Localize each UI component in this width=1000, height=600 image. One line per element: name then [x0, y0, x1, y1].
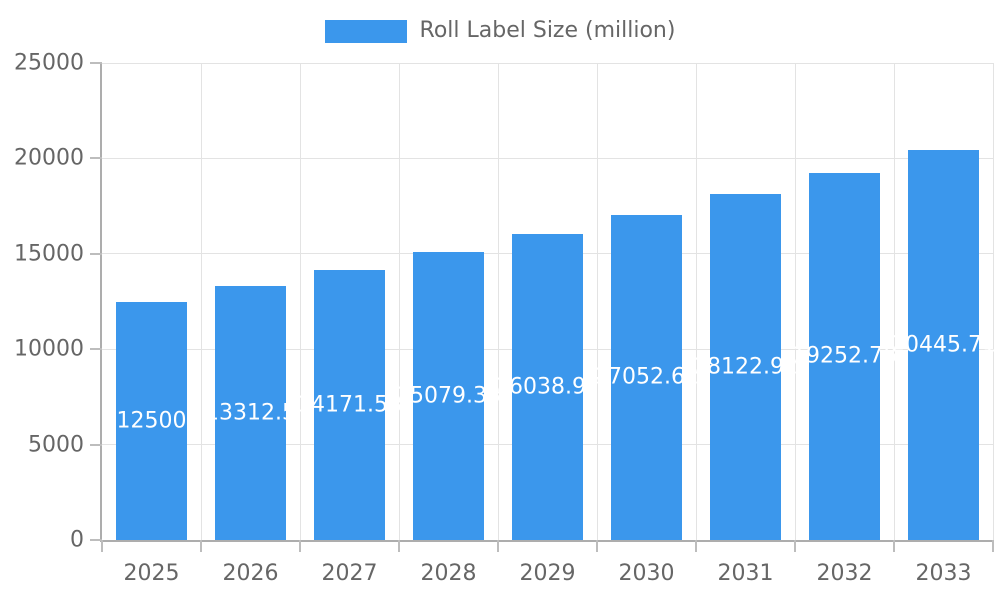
- gridline-vertical: [893, 63, 895, 540]
- bar[interactable]: [809, 172, 880, 540]
- x-tick-label: 2032: [816, 561, 873, 586]
- gridline-vertical: [695, 63, 697, 540]
- x-axis-tick: [893, 540, 895, 552]
- x-tick-label: 2030: [618, 561, 675, 586]
- gridline-vertical: [497, 63, 499, 540]
- x-tick-label: 2025: [123, 561, 180, 586]
- x-axis-tick: [398, 540, 400, 552]
- bar[interactable]: [215, 285, 286, 540]
- x-axis-tick: [497, 540, 499, 552]
- gridline-horizontal: [102, 62, 993, 64]
- bar[interactable]: [116, 301, 187, 540]
- y-axis-tick: [90, 252, 102, 255]
- y-tick-label: 5000: [28, 431, 84, 457]
- gridline-vertical: [794, 63, 796, 540]
- plot-area: [100, 63, 993, 542]
- bar[interactable]: [710, 194, 781, 540]
- gridline-horizontal: [102, 157, 993, 159]
- legend-swatch: [324, 19, 407, 43]
- x-tick-label: 2029: [519, 561, 576, 586]
- y-axis-tick: [90, 443, 102, 446]
- bar[interactable]: [314, 269, 385, 540]
- x-axis-tick: [596, 540, 598, 552]
- x-tick-label: 2031: [717, 561, 774, 586]
- x-axis-tick: [992, 540, 994, 552]
- y-axis-tick: [90, 348, 102, 351]
- x-axis-tick: [794, 540, 796, 552]
- y-tick-label: 10000: [14, 336, 84, 362]
- y-axis-tick: [90, 157, 102, 160]
- y-tick-label: 15000: [14, 241, 84, 267]
- bar[interactable]: [908, 149, 979, 540]
- bar[interactable]: [512, 233, 583, 540]
- y-axis-tick: [90, 62, 102, 64]
- y-tick-label: 25000: [14, 50, 84, 76]
- gridline-vertical: [200, 63, 202, 540]
- x-tick-label: 2027: [321, 561, 378, 586]
- gridline-vertical: [596, 63, 598, 540]
- x-axis-tick: [200, 540, 202, 552]
- x-tick-label: 2028: [420, 561, 477, 586]
- legend-label: Roll Label Size (million): [419, 18, 676, 43]
- gridline-vertical: [398, 63, 400, 540]
- x-tick-label: 2033: [915, 561, 972, 586]
- y-tick-label: 20000: [14, 145, 84, 171]
- y-tick-label: 0: [70, 527, 84, 553]
- bar[interactable]: [413, 252, 484, 540]
- x-tick-label: 2026: [222, 561, 279, 586]
- gridline-vertical: [992, 63, 994, 540]
- x-axis-tick: [695, 540, 697, 552]
- x-axis-tick: [101, 540, 103, 552]
- x-axis-tick: [299, 540, 301, 552]
- y-axis-tick: [90, 539, 102, 541]
- legend-item[interactable]: Roll Label Size (million): [0, 19, 1000, 43]
- bar[interactable]: [611, 214, 682, 540]
- gridline-vertical: [299, 63, 301, 540]
